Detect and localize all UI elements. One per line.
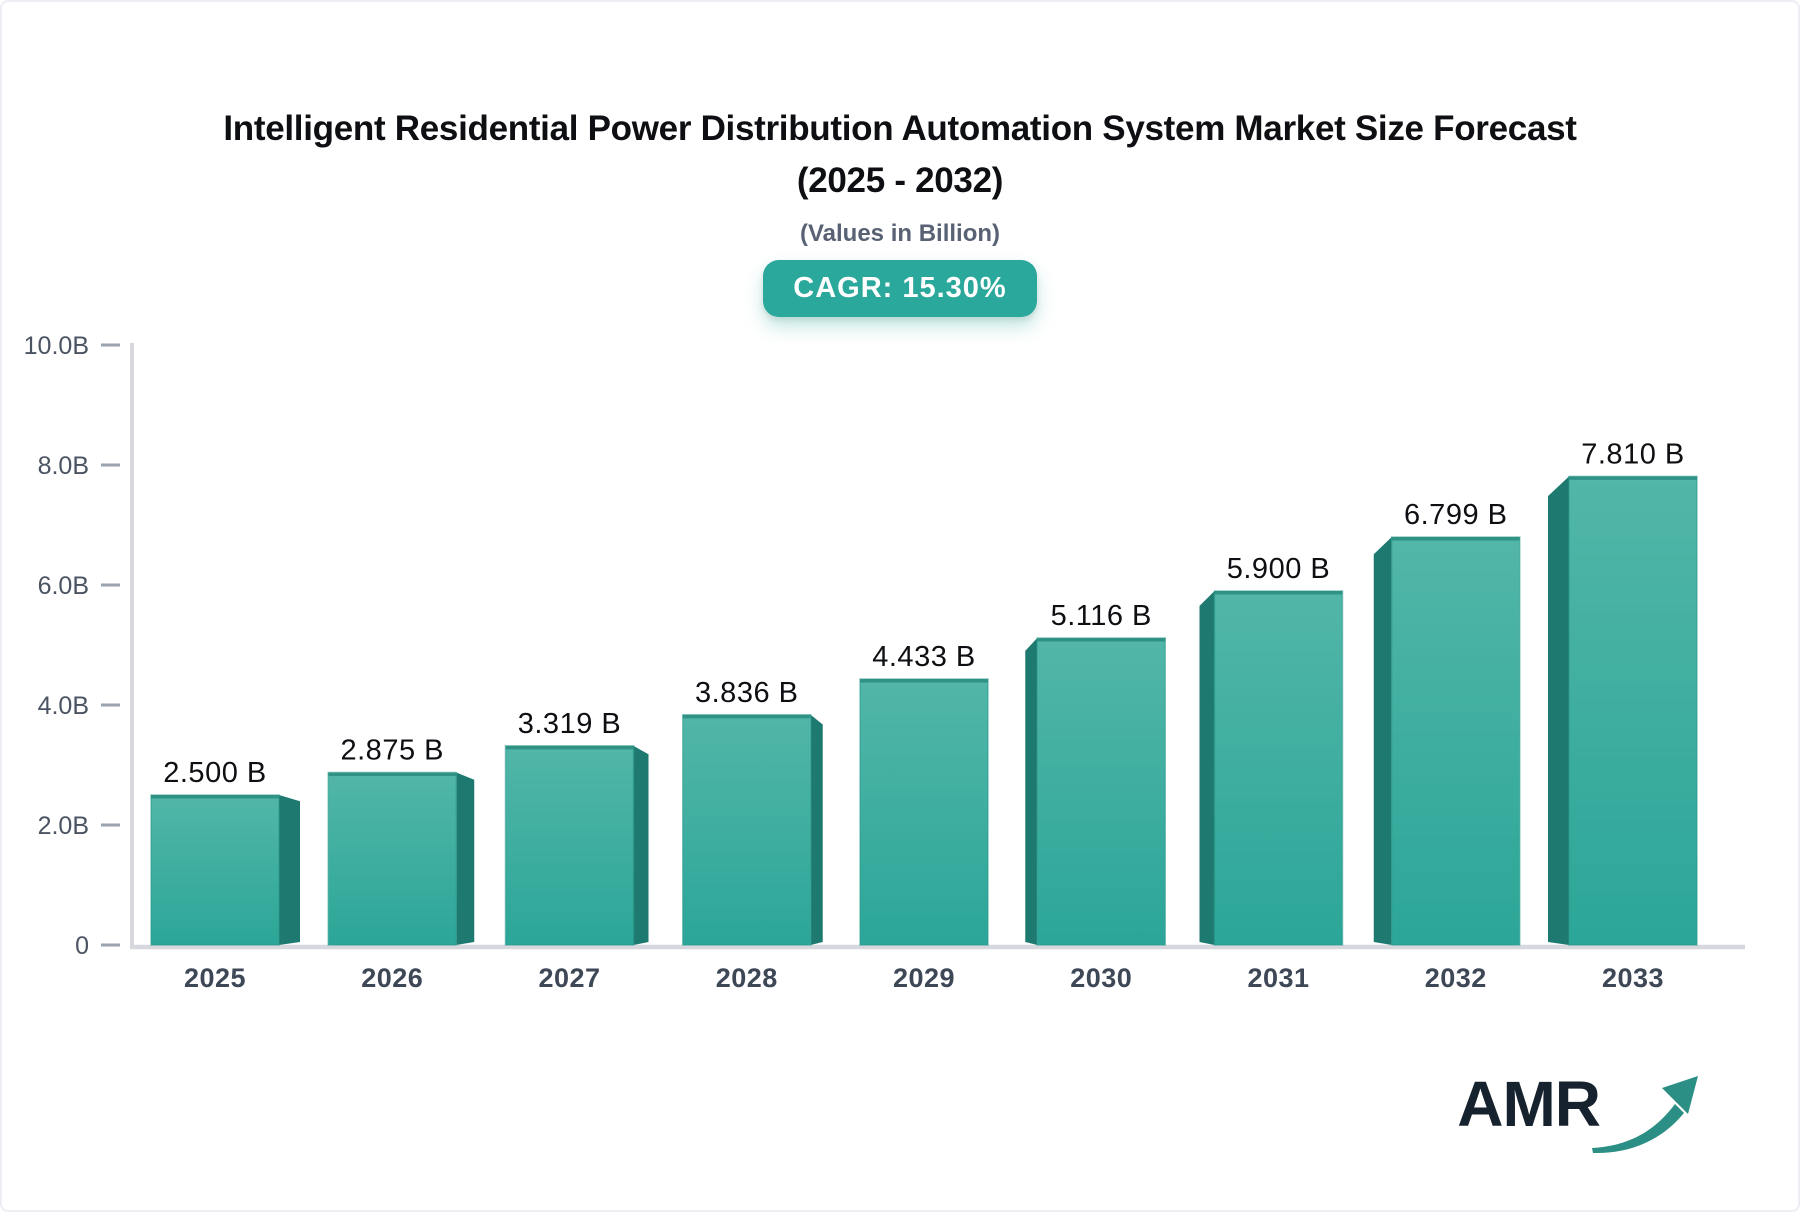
- y-tick-label: 10.0B: [24, 332, 89, 360]
- bar-top-edge: [505, 745, 634, 750]
- bar-side-face: [1548, 476, 1569, 945]
- bar-front-face: [1213, 590, 1344, 946]
- bar-front-face: [859, 678, 989, 946]
- y-tick-label: 6.0B: [38, 572, 89, 600]
- bar-group-2026: 2.875 B 2026: [327, 735, 475, 993]
- bar-value-label: 2.500 B: [163, 757, 266, 789]
- bar-top-edge: [682, 714, 811, 719]
- bar-category-label: 2033: [1602, 963, 1664, 993]
- chart-header: Intelligent Residential Power Distributi…: [2, 106, 1798, 317]
- bar-top-edge: [1214, 591, 1343, 595]
- bar-side-face: [1373, 537, 1392, 945]
- bar-value-label: 2.875 B: [341, 735, 444, 767]
- bar-front-face: [682, 714, 812, 946]
- bar-group-2029: 4.433 B 2029: [859, 641, 989, 993]
- bar-group-2025: 2.500 B 2025: [150, 757, 300, 993]
- bar-side-face: [633, 745, 649, 945]
- y-tick-label: 4.0B: [38, 692, 89, 720]
- bar-side-face: [810, 714, 823, 945]
- trend-up-arrow-icon: [1592, 1076, 1698, 1154]
- page-title-range: (2025 - 2032): [796, 161, 1004, 200]
- bar-category-label: 2028: [716, 963, 778, 993]
- bar-category-label: 2031: [1247, 963, 1309, 993]
- bar-group-2030: 5.116 B 2030: [1025, 600, 1166, 993]
- bar-value-label: 4.433 B: [872, 641, 975, 673]
- bar-category-label: 2032: [1425, 963, 1487, 993]
- bar-top-edge: [1569, 476, 1697, 480]
- bar-value-label: 6.799 B: [1404, 499, 1507, 531]
- bar-top-edge: [860, 679, 988, 683]
- bar-value-label: 3.319 B: [518, 708, 621, 740]
- y-tick-label: 2.0B: [38, 812, 89, 840]
- bar-front-face: [1568, 475, 1698, 946]
- cagr-badge: CAGR: 15.30%: [763, 260, 1037, 317]
- bar-category-label: 2025: [184, 963, 246, 993]
- bar-front-face: [504, 745, 635, 946]
- bar-side-face: [279, 795, 300, 945]
- bar-top-edge: [151, 795, 279, 799]
- bar-value-label: 7.810 B: [1581, 438, 1684, 470]
- bar-front-face: [150, 794, 280, 946]
- bar-group-2028: 3.836 B 2028: [682, 677, 823, 993]
- bar-category-label: 2027: [538, 963, 600, 993]
- bar-value-label: 5.116 B: [1051, 600, 1152, 632]
- bar-top-edge: [1391, 537, 1520, 541]
- bar-group-2027: 3.319 B 2027: [504, 708, 649, 993]
- bar-group-2031: 5.900 B 2031: [1199, 553, 1344, 993]
- bar-value-label: 5.900 B: [1227, 553, 1330, 585]
- bar-category-label: 2029: [893, 963, 955, 993]
- chart-subtitle: (Values in Billion): [799, 220, 1001, 247]
- y-tick-label: 0: [75, 932, 89, 960]
- page-title: Intelligent Residential Power Distributi…: [223, 109, 1577, 148]
- bar-category-label: 2030: [1070, 963, 1132, 993]
- bar-top-edge: [328, 772, 457, 776]
- amr-logo-text: AMR: [1457, 1068, 1601, 1140]
- bar-group-2032: 6.799 B 2032: [1373, 499, 1521, 993]
- bar-front-face: [1391, 536, 1521, 946]
- bar-side-face: [456, 772, 475, 945]
- y-tick-label: 8.0B: [38, 452, 89, 480]
- bar-top-edge: [1037, 638, 1166, 642]
- bar-group-2033: 7.810 B 2033: [1548, 438, 1698, 993]
- bar-front-face: [327, 771, 457, 946]
- bar-side-face: [1025, 638, 1038, 945]
- bar-side-face: [1199, 591, 1215, 945]
- bar-front-face: [1036, 637, 1166, 946]
- amr-logo: AMR: [1457, 1072, 1700, 1158]
- bar-category-label: 2026: [361, 963, 423, 993]
- bar-value-label: 3.836 B: [695, 677, 798, 709]
